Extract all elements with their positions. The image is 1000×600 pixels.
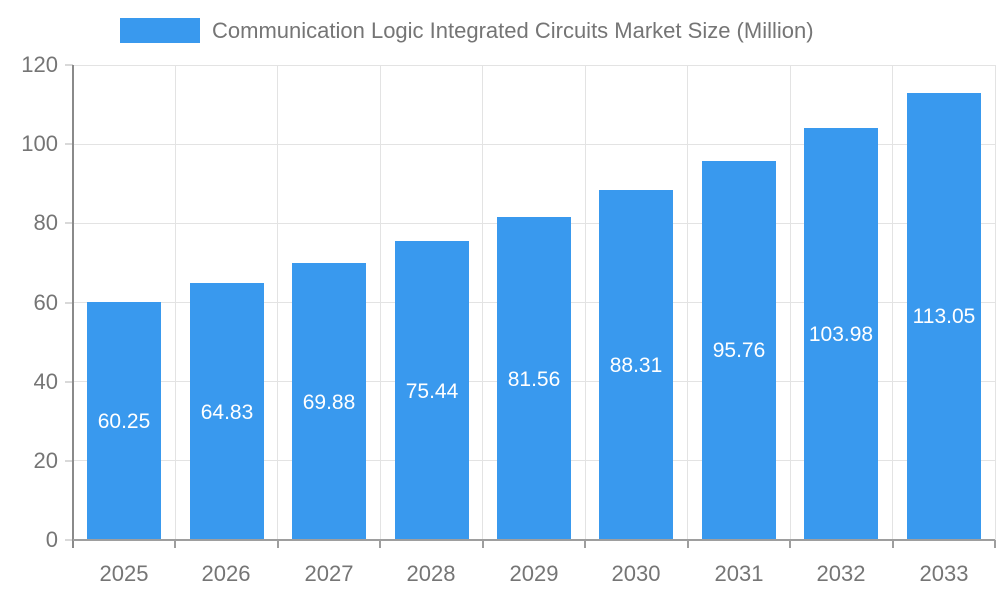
legend-label: Communication Logic Integrated Circuits … — [212, 17, 814, 43]
x-tick-mark — [481, 540, 484, 548]
bar-value-label: 103.98 — [808, 323, 874, 346]
x-tick-mark — [379, 540, 382, 548]
bar-value-label: 81.56 — [507, 368, 561, 391]
x-tick-label: 2028 — [406, 561, 456, 586]
y-tick-label: 120 — [21, 52, 58, 77]
h-gridline — [73, 143, 995, 145]
y-tick-label: 40 — [33, 368, 58, 394]
x-tick-mark — [994, 540, 996, 548]
y-axis-line — [72, 65, 74, 548]
y-tick-label: 80 — [33, 210, 58, 236]
x-tick-mark — [686, 540, 689, 548]
y-tick-mark — [65, 143, 73, 146]
y-tick-label: 60 — [33, 289, 58, 315]
x-axis-line — [73, 539, 995, 541]
bar-2028[interactable] — [395, 241, 469, 539]
bar-value-label: 64.83 — [200, 401, 254, 424]
legend-swatch — [120, 18, 200, 43]
bar-2027[interactable] — [292, 263, 366, 539]
v-gridline — [994, 65, 996, 540]
bar-value-label: 75.44 — [405, 380, 459, 403]
x-tick-label: 2030 — [611, 561, 661, 586]
y-tick-label: 0 — [45, 527, 58, 552]
x-tick-label: 2026 — [201, 561, 251, 586]
bar-value-label: 95.76 — [712, 339, 766, 362]
v-gridline — [482, 65, 484, 540]
v-gridline — [584, 65, 586, 540]
y-tick-mark — [65, 64, 73, 66]
y-tick-mark — [65, 301, 73, 304]
legend[interactable]: Communication Logic Integrated Circuits … — [120, 15, 814, 46]
v-gridline — [789, 65, 791, 540]
x-tick-mark — [584, 540, 587, 548]
bar-2025[interactable] — [87, 301, 161, 539]
bar-2030[interactable] — [599, 190, 673, 539]
x-tick-label: 2033 — [919, 561, 969, 586]
bar-2026[interactable] — [190, 283, 264, 539]
x-tick-label: 2032 — [816, 561, 866, 586]
v-gridline — [892, 65, 894, 540]
bar-2032[interactable] — [804, 128, 878, 539]
x-tick-label: 2027 — [304, 561, 354, 586]
y-tick-mark — [65, 539, 73, 541]
x-tick-label: 2029 — [509, 561, 559, 586]
bar-2033[interactable] — [907, 92, 981, 539]
v-gridline — [174, 65, 176, 540]
y-tick-label: 20 — [33, 447, 58, 473]
y-tick-mark — [65, 380, 73, 383]
bar-value-label: 88.31 — [609, 354, 663, 377]
bar-value-label: 113.05 — [912, 305, 976, 328]
bar-value-label: 69.88 — [302, 391, 356, 414]
x-tick-mark — [276, 540, 279, 548]
x-tick-mark — [891, 540, 894, 548]
v-gridline — [687, 65, 689, 540]
y-tick-mark — [65, 222, 73, 225]
x-tick-label: 2025 — [99, 561, 149, 586]
y-tick-mark — [65, 459, 73, 462]
h-gridline — [73, 64, 995, 66]
bar-2029[interactable] — [497, 217, 571, 539]
x-tick-mark — [174, 540, 177, 548]
v-gridline — [379, 65, 381, 540]
bar-2031[interactable] — [702, 160, 776, 539]
y-tick-label: 100 — [21, 131, 58, 157]
x-tick-mark — [789, 540, 792, 548]
v-gridline — [277, 65, 279, 540]
bar-value-label: 60.25 — [97, 410, 151, 433]
x-tick-label: 2031 — [714, 561, 764, 586]
